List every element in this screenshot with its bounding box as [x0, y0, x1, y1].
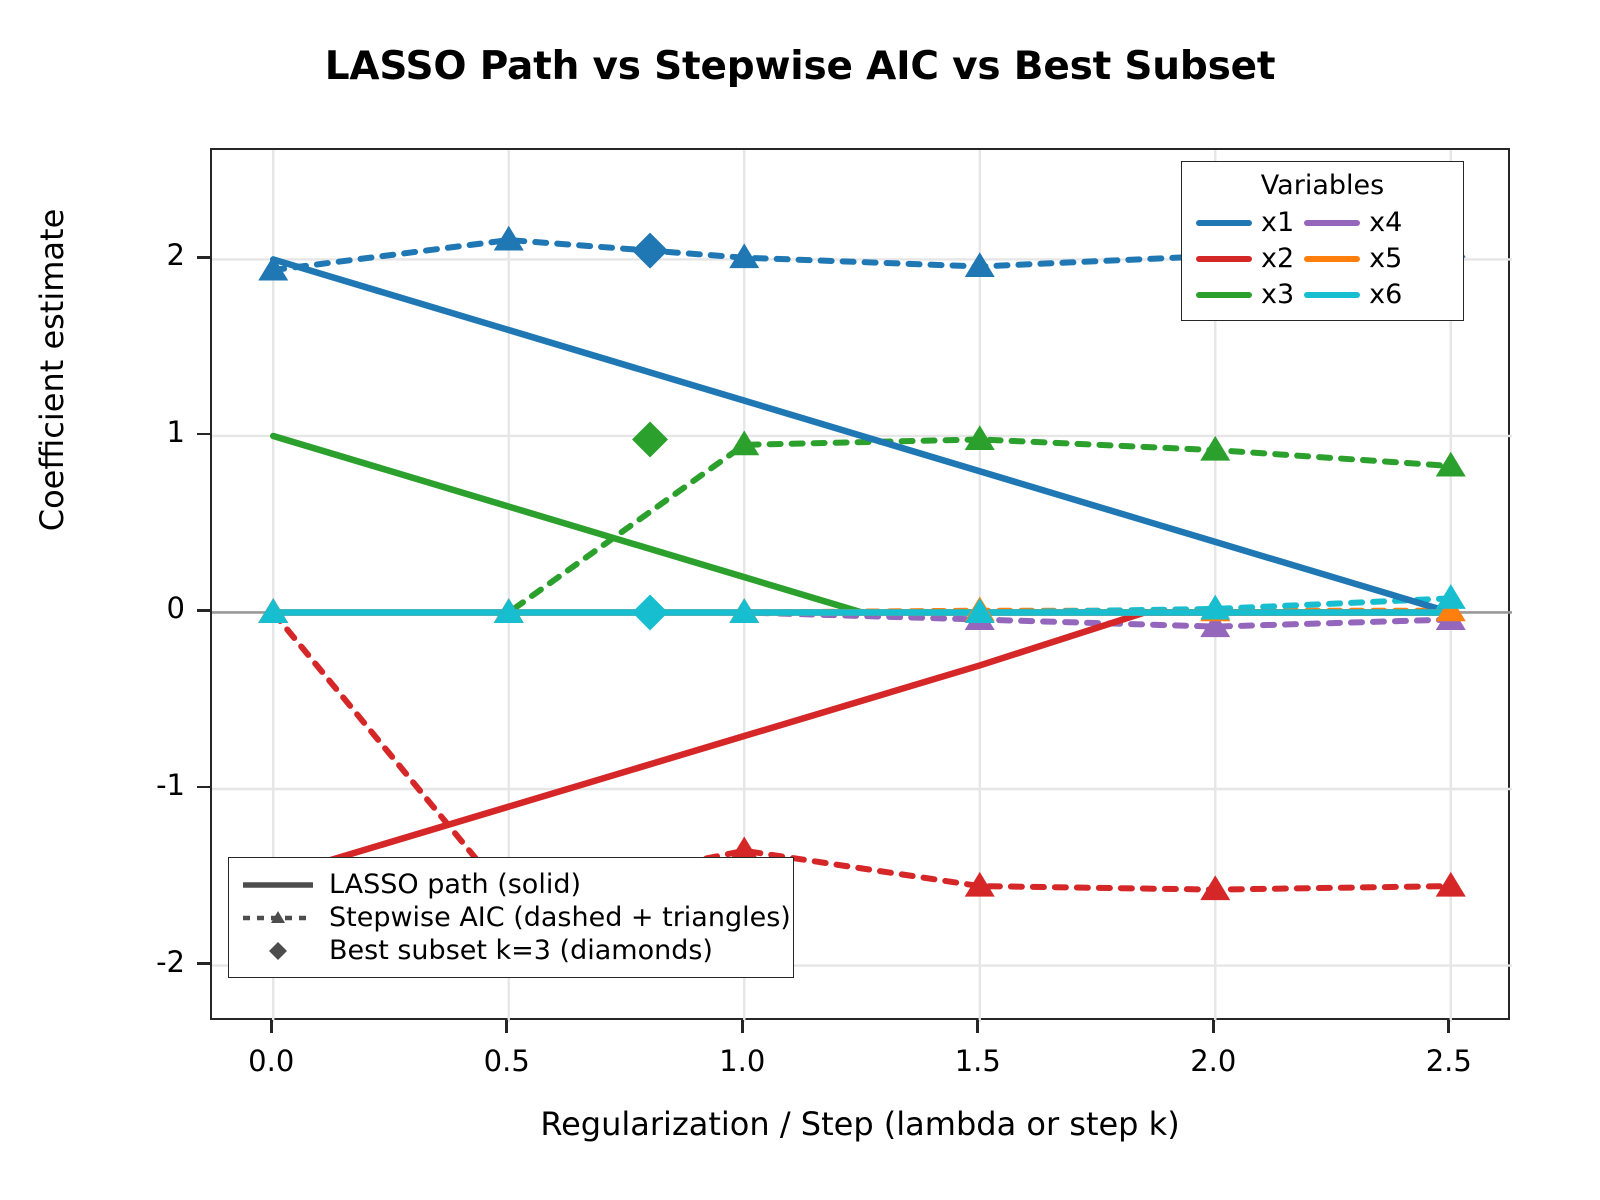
stepwise-marker-x1: [258, 255, 289, 281]
stepwise-marker-x4: [1200, 612, 1231, 638]
dashed-triangle-icon: [241, 907, 315, 929]
stepwise-marker-x1: [964, 252, 995, 278]
legend-swatch-x5: [1304, 255, 1361, 262]
x-axis-label: Regularization / Step (lambda or step k): [540, 1105, 1180, 1143]
stepwise-marker-x1: [729, 243, 760, 269]
stepwise-marker-x2: [1200, 875, 1231, 901]
stepwise-marker-x2: [964, 871, 995, 897]
y-tick-label: -1: [156, 767, 185, 802]
y-tickmark: [197, 785, 210, 789]
y-axis-label: Coefficient estimate: [33, 208, 71, 532]
x-tickmark: [269, 1020, 273, 1033]
stepwise-line-x3: [270, 436, 1454, 616]
x-tickmark: [505, 1020, 509, 1033]
stepwise-marker-x3: [729, 430, 760, 456]
y-tick-label: -2: [156, 944, 185, 979]
lasso-line-x3: [269, 432, 1455, 616]
x-tickmark: [740, 1020, 744, 1033]
stepwise-marker-x6: [493, 598, 524, 623]
x-tick-label: 1.5: [954, 1044, 1001, 1078]
legend-variables-title: Variables: [1260, 170, 1385, 201]
best-subset-marker-x6: [632, 594, 669, 631]
x-tick-label: 1.0: [719, 1044, 766, 1078]
y-tick-label: 1: [166, 414, 185, 449]
solid-line-icon: [241, 874, 315, 896]
y-tick-label: 2: [166, 238, 185, 273]
legend-entry-x1[interactable]: x1: [1196, 209, 1294, 236]
legend-entry-stepwise-aic[interactable]: Stepwise AIC (dashed + triangles): [241, 901, 791, 934]
lasso-line-x1: [269, 256, 1455, 616]
y-tickmark: [197, 962, 210, 965]
x-tick-label: 2.0: [1190, 1044, 1237, 1078]
legend-label-best-subset: Best subset k=3 (diamonds): [329, 935, 713, 966]
stepwise-marker-x1: [493, 225, 524, 251]
legend-entry-best-subset[interactable]: Best subset k=3 (diamonds): [241, 934, 777, 967]
stepwise-marker-x3: [1435, 451, 1466, 477]
diamond-icon: [241, 940, 315, 962]
legend-entry-lasso-path[interactable]: LASSO path (solid): [241, 868, 777, 901]
legend-entry-x2[interactable]: x2: [1196, 245, 1294, 272]
x-tickmark: [976, 1020, 980, 1033]
legend-label-lasso-path: LASSO path (solid): [329, 869, 582, 900]
legend-label-x5: x5: [1369, 243, 1403, 274]
y-tick-label: 0: [166, 591, 185, 626]
best-subset-marker-x1: [632, 232, 669, 269]
legend-label-x4: x4: [1369, 207, 1403, 238]
legend-variables: Variables x1 x2 x3 x4: [1181, 161, 1464, 321]
legend-label-x2: x2: [1261, 243, 1295, 274]
legend-column-2: x4 x5 x6: [1304, 209, 1402, 308]
stepwise-marker-x6: [729, 598, 760, 623]
lasso-line-x2: [269, 609, 1455, 881]
y-tickmark: [197, 609, 210, 612]
legend-label-x3: x3: [1261, 279, 1295, 310]
best-subset-marker-x3: [632, 421, 669, 458]
stepwise-line-x1: [270, 237, 1454, 274]
legend-entry-x6[interactable]: x6: [1304, 281, 1402, 308]
stepwise-marker-x6: [1200, 594, 1231, 620]
stepwise-marker-x6: [964, 598, 995, 623]
legend-label-stepwise-aic: Stepwise AIC (dashed + triangles): [329, 902, 791, 933]
x-tick-label: 0.5: [483, 1044, 530, 1078]
x-tick-label: 2.5: [1425, 1044, 1472, 1078]
legend-swatch-x3: [1196, 291, 1252, 298]
stepwise-marker-x2: [1435, 871, 1466, 897]
x-tickmark: [1211, 1020, 1215, 1033]
legend-entry-x3[interactable]: x3: [1196, 281, 1294, 308]
y-tickmark: [197, 256, 210, 259]
stepwise-marker-x3: [1200, 435, 1231, 461]
y-tickmark: [197, 432, 210, 436]
legend-label-x1: x1: [1261, 207, 1295, 238]
x-tick-label: 0.0: [248, 1044, 295, 1078]
stepwise-marker-x3: [964, 425, 995, 450]
legend-entry-x5[interactable]: x5: [1304, 245, 1402, 272]
stepwise-line-x2: [270, 609, 1454, 902]
x-tickmark: [1447, 1020, 1451, 1033]
legend-swatch-x1: [1196, 219, 1252, 226]
legend-entry-x4[interactable]: x4: [1304, 209, 1402, 236]
stepwise-marker-x6: [1435, 584, 1466, 609]
legend-swatch-x6: [1304, 291, 1361, 298]
stepwise-marker-x6: [258, 598, 289, 623]
stepwise-marker-x2: [729, 836, 760, 862]
legend-label-x6: x6: [1369, 279, 1403, 310]
legend-column-1: x1 x2 x3: [1196, 209, 1294, 308]
legend-swatch-x4: [1304, 219, 1361, 226]
legend-methods: LASSO path (solid) Stepwise AIC (dashed …: [228, 857, 794, 978]
legend-swatch-x2: [1196, 255, 1252, 262]
page-title: LASSO Path vs Stepwise AIC vs Best Subse…: [324, 44, 1276, 89]
